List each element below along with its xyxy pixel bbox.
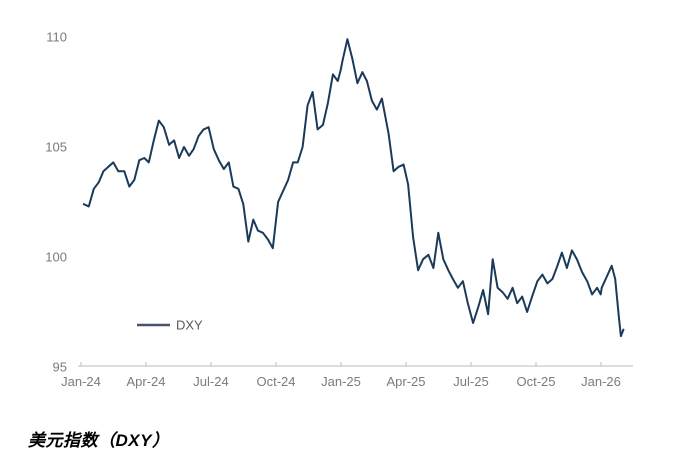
x-tick-label: Jul-25 xyxy=(453,374,488,389)
y-tick-label: 110 xyxy=(46,30,67,45)
x-tick-label: Oct-25 xyxy=(516,374,555,389)
legend-label: DXY xyxy=(176,318,203,333)
legend: DXY xyxy=(137,318,203,333)
x-tick-label: Jan-24 xyxy=(61,374,101,389)
y-tick-label: 100 xyxy=(45,250,67,265)
x-tick-label: Jan-26 xyxy=(581,374,621,389)
dxy-line xyxy=(82,38,625,338)
x-tick-label: Apr-25 xyxy=(386,374,425,389)
chart-caption: 美元指数（DXY） xyxy=(28,431,170,450)
x-tick-label: Oct-24 xyxy=(256,374,295,389)
x-tick-label: Apr-24 xyxy=(126,374,165,389)
y-tick-label: 105 xyxy=(45,140,67,155)
x-tick-label: Jan-25 xyxy=(321,374,361,389)
y-axis-labels: 110 105 100 95 xyxy=(45,30,67,375)
x-tick-label: Jul-24 xyxy=(193,374,228,389)
y-tick-label: 95 xyxy=(53,360,67,375)
x-axis: Jan-24 Apr-24 Jul-24 Oct-24 Jan-25 Apr-25 Jul-… xyxy=(61,362,633,389)
